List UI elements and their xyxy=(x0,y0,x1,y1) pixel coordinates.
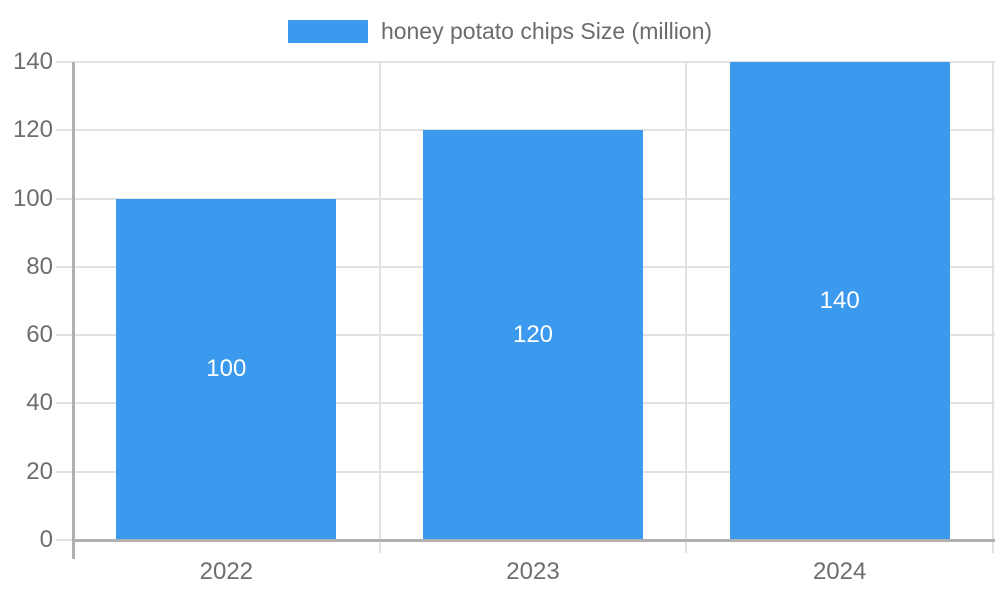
y-axis-label: 20 xyxy=(26,457,53,485)
y-axis-line xyxy=(72,62,75,559)
legend-swatch-icon xyxy=(287,19,368,43)
x-axis-line xyxy=(72,539,995,542)
bar-value-label: 120 xyxy=(512,321,554,349)
y-axis-label: 120 xyxy=(12,116,53,144)
y-axis-label: 40 xyxy=(26,389,53,417)
legend[interactable]: honey potato chips Size (million) xyxy=(0,17,1000,45)
y-axis-label: 0 xyxy=(39,526,53,553)
y-axis-label: 140 xyxy=(12,48,53,75)
bar-2022[interactable] xyxy=(116,198,337,539)
legend-label: honey potato chips Size (million) xyxy=(380,17,713,44)
bar-2023[interactable] xyxy=(423,130,643,539)
y-axis-label: 60 xyxy=(26,321,53,349)
bar-value-label: 140 xyxy=(819,287,860,314)
x-axis-label: 2024 xyxy=(812,558,867,585)
v-gridline xyxy=(992,62,994,553)
x-axis-label: 2023 xyxy=(506,558,560,585)
y-axis-label: 100 xyxy=(12,184,53,212)
y-axis-label: 80 xyxy=(26,252,53,280)
x-axis-label: 2022 xyxy=(199,558,254,585)
v-gridline xyxy=(378,62,381,553)
v-gridline xyxy=(685,62,688,553)
bar-2024[interactable] xyxy=(729,62,950,539)
h-gridline xyxy=(56,61,995,63)
bar-value-label: 100 xyxy=(206,355,247,383)
